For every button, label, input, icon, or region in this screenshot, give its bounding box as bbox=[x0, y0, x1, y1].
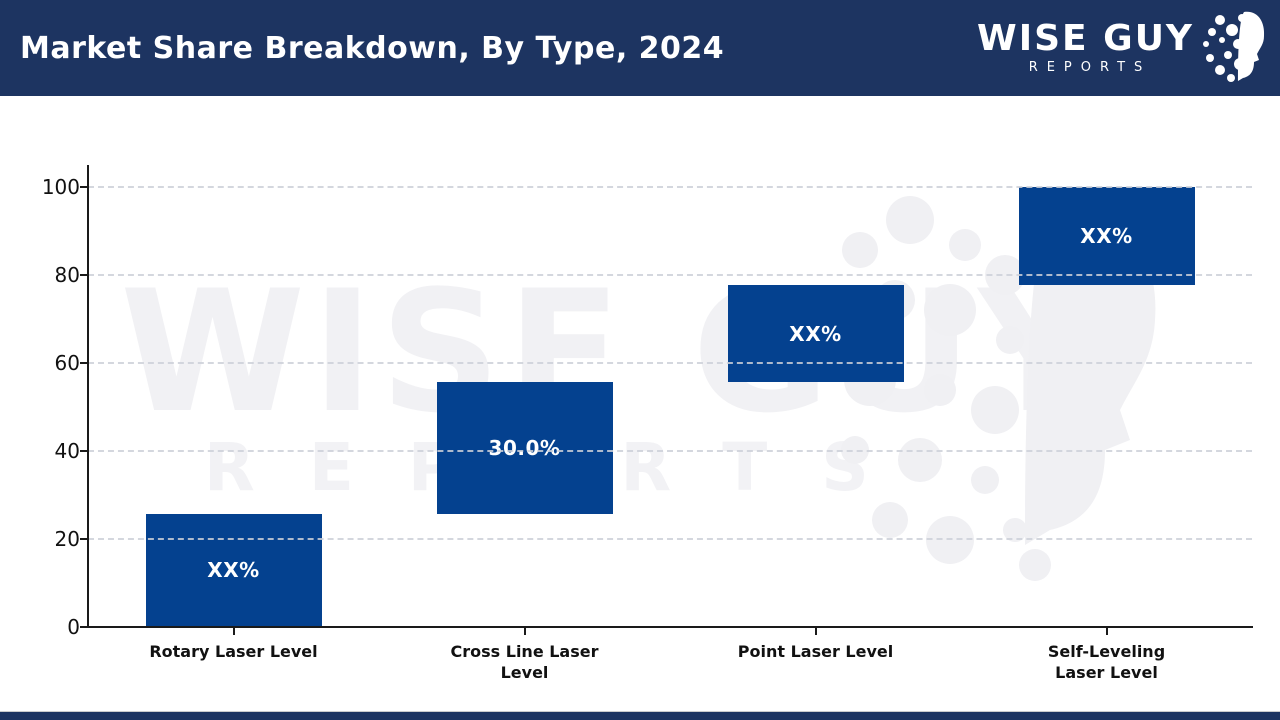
face-profile-icon bbox=[1203, 11, 1265, 82]
x-axis-line bbox=[87, 626, 1253, 628]
gridline bbox=[88, 362, 1252, 364]
x-tick-label-line: Level bbox=[500, 663, 549, 682]
x-tick-mark bbox=[523, 627, 526, 635]
x-tick-mark bbox=[814, 627, 817, 635]
bar-value-label: 30.0% bbox=[488, 435, 561, 460]
x-tick-label-line: Laser Level bbox=[1055, 663, 1158, 682]
x-tick-label-line: Cross Line Laser bbox=[450, 642, 599, 661]
x-tick-mark bbox=[232, 627, 235, 635]
y-tick-mark bbox=[80, 274, 88, 276]
y-tick-mark bbox=[80, 626, 88, 628]
header-band: Market Share Breakdown, By Type, 2024 WI… bbox=[0, 0, 1280, 96]
gridline bbox=[88, 538, 1252, 540]
x-tick-label: Self-Leveling Laser Level bbox=[967, 641, 1247, 683]
x-tick-label-line: Self-Leveling bbox=[1047, 642, 1166, 661]
y-tick-label: 20 bbox=[54, 527, 80, 551]
x-tick-label-line: Point Laser Level bbox=[737, 642, 894, 661]
y-tick-label: 60 bbox=[54, 351, 80, 375]
y-tick-label: 100 bbox=[41, 175, 80, 199]
bar-2: 30.0% bbox=[436, 381, 613, 514]
logo-subtitle: REPORTS bbox=[1028, 60, 1152, 75]
y-axis-line bbox=[87, 165, 89, 628]
y-tick-label: 80 bbox=[54, 263, 80, 287]
x-tick-label: Point Laser Level bbox=[676, 641, 956, 662]
bar-4: XX% bbox=[1018, 187, 1195, 286]
bar-1: XX% bbox=[145, 513, 322, 627]
logo-text: WISE GUY REPORTS bbox=[977, 20, 1194, 76]
bar-value-label: XX% bbox=[1080, 224, 1133, 249]
page-title: Market Share Breakdown, By Type, 2024 bbox=[20, 30, 725, 66]
gridline bbox=[88, 274, 1252, 276]
gridline bbox=[88, 450, 1252, 452]
y-tick-mark bbox=[80, 362, 88, 364]
bar-value-label: XX% bbox=[789, 321, 842, 346]
x-tick-mark bbox=[1105, 627, 1108, 635]
footer-band bbox=[0, 712, 1280, 720]
y-tick-mark bbox=[80, 450, 88, 452]
y-tick-label: 40 bbox=[54, 439, 80, 463]
y-tick-label: 0 bbox=[67, 615, 80, 639]
gridline bbox=[88, 186, 1252, 188]
logo-name: WISE GUY bbox=[976, 18, 1194, 59]
bar-3: XX% bbox=[727, 285, 904, 382]
x-tick-label-line: Rotary Laser Level bbox=[149, 642, 318, 661]
footer-divider bbox=[0, 711, 1280, 712]
x-tick-label: Cross Line Laser Level bbox=[385, 641, 665, 683]
y-tick-mark bbox=[80, 186, 88, 188]
y-tick-mark bbox=[80, 538, 88, 540]
bar-value-label: XX% bbox=[207, 558, 260, 583]
wise-guy-logo: WISE GUY REPORTS bbox=[977, 8, 1266, 88]
x-tick-label: Rotary Laser Level bbox=[94, 641, 374, 662]
